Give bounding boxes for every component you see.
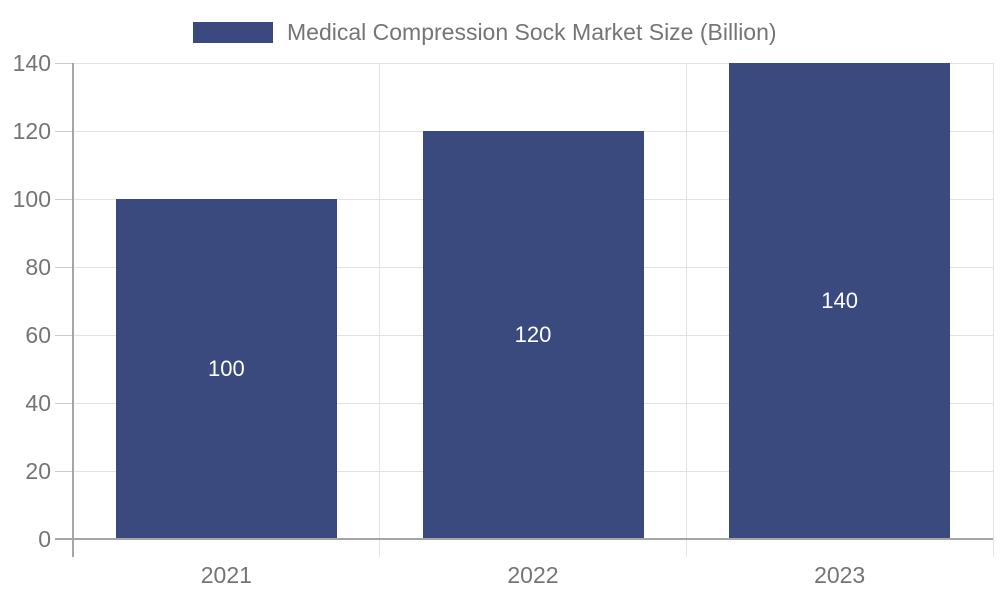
x-axis-line: [55, 538, 993, 540]
y-axis-tick-label: 80: [25, 254, 51, 280]
x-gridline: [992, 63, 994, 557]
y-axis-tick-label: 140: [12, 50, 51, 76]
bar-2021[interactable]: [115, 199, 337, 539]
bar-2023[interactable]: [729, 63, 951, 539]
y-axis-tick: [55, 470, 73, 472]
legend-swatch: [193, 21, 273, 43]
x-axis-tick-label: 2023: [814, 562, 866, 588]
y-axis-tick-label: 20: [25, 458, 51, 484]
y-axis-tick: [55, 130, 73, 132]
legend-label: Medical Compression Sock Market Size (Bi…: [287, 19, 777, 45]
plot-area: 0 20 40 60 80 100 120 140 100 2021 120 2022 140 2023: [13, 50, 994, 588]
y-axis-tick-label: 60: [25, 322, 51, 348]
y-axis-tick: [55, 266, 73, 268]
y-gridline: [73, 62, 993, 64]
y-axis-tick: [55, 62, 73, 64]
bar-value-label: 140: [821, 288, 859, 313]
legend-item[interactable]: Medical Compression Sock Market Size (Bi…: [193, 19, 777, 45]
y-axis-tick: [55, 402, 73, 404]
x-gridline: [379, 63, 381, 557]
y-axis-tick: [55, 334, 73, 336]
y-axis-tick-label: 0: [38, 526, 51, 552]
x-axis-tick-label: 2022: [507, 562, 559, 588]
y-axis-tick-label: 120: [12, 118, 51, 144]
y-axis-line: [72, 63, 74, 557]
bar-value-label: 100: [207, 356, 245, 381]
y-axis-tick-label: 40: [25, 390, 51, 416]
y-axis-tick: [55, 198, 73, 200]
bar-value-label: 120: [514, 322, 552, 347]
x-axis-tick-label: 2021: [200, 562, 252, 588]
x-gridline: [685, 63, 687, 557]
y-axis-tick-label: 100: [12, 186, 51, 212]
bar-2022[interactable]: [422, 131, 644, 539]
